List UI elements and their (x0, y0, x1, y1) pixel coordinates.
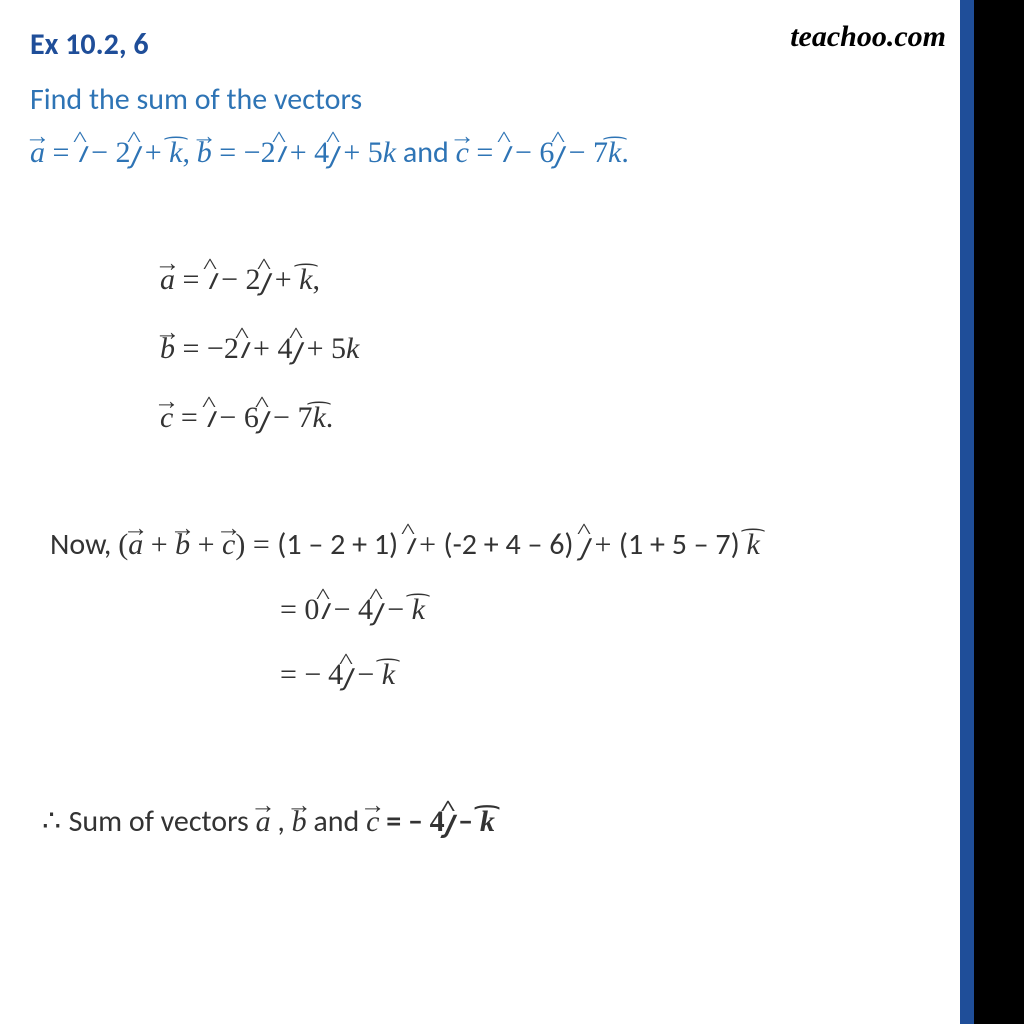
sidebar-blue-stripe (960, 0, 974, 1024)
given-vectors-block: a→ = 𝚤^ − 2𝚥^ + k⌢, b→ = −2𝚤^ + 4𝚥^ + 5k… (160, 261, 934, 436)
given-c: c→ = 𝚤^ − 6𝚥^ − 7k⌢. (160, 399, 934, 436)
k-hat: k⌢ (169, 136, 182, 170)
computation-line-3: = − 4𝚥^ − k⌢ (280, 656, 934, 693)
exercise-heading: Ex 10.2, 6 (30, 26, 934, 63)
vector-c: c→ (456, 136, 469, 170)
slide-page: teachoo.com Ex 10.2, 6 Find the sum of t… (0, 0, 1024, 1024)
i-component-sum: (1 – 2 + 1) (277, 526, 405, 563)
content-area: Ex 10.2, 6 Find the sum of the vectors a… (30, 26, 934, 1004)
given-a: a→ = 𝚤^ − 2𝚥^ + k⌢, (160, 261, 934, 298)
conclusion-line: ∴ Sum of vectors a→ , b→ and c→ = – 4𝚥^ … (42, 803, 934, 840)
question-text: Find the sum of the vectors (30, 81, 934, 118)
and-word: and (396, 134, 455, 171)
i-hat: 𝚤^ (77, 136, 84, 170)
now-label: Now, (50, 526, 118, 563)
j-hat: 𝚥^ (131, 136, 138, 170)
given-b: b→ = −2𝚤^ + 4𝚥^ + 5k (160, 330, 934, 367)
vector-b: b→ (197, 136, 212, 170)
k-component-sum: (1 + 5 – 7) (619, 526, 747, 563)
computation-line-2: = 0𝚤^ − 4𝚥^ − k⌢ (280, 591, 934, 628)
j-component-sum: (-2 + 4 – 6) (444, 526, 581, 563)
conclusion-text: Sum of vectors (69, 803, 256, 840)
question-vectors: a→ = 𝚤^ − 2𝚥^ + k⌢, b→ = −2𝚤^ + 4𝚥^ + 5k… (30, 134, 934, 171)
vector-a: a→ (30, 136, 45, 170)
therefore-symbol: ∴ (42, 805, 69, 838)
sidebar-black-stripe (974, 0, 1024, 1024)
computation-block: Now, (a→ + b→ + c→) = (1 – 2 + 1) 𝚤^ + (… (50, 526, 934, 693)
computation-line-1: Now, (a→ + b→ + c→) = (1 – 2 + 1) 𝚤^ + (… (50, 526, 934, 563)
